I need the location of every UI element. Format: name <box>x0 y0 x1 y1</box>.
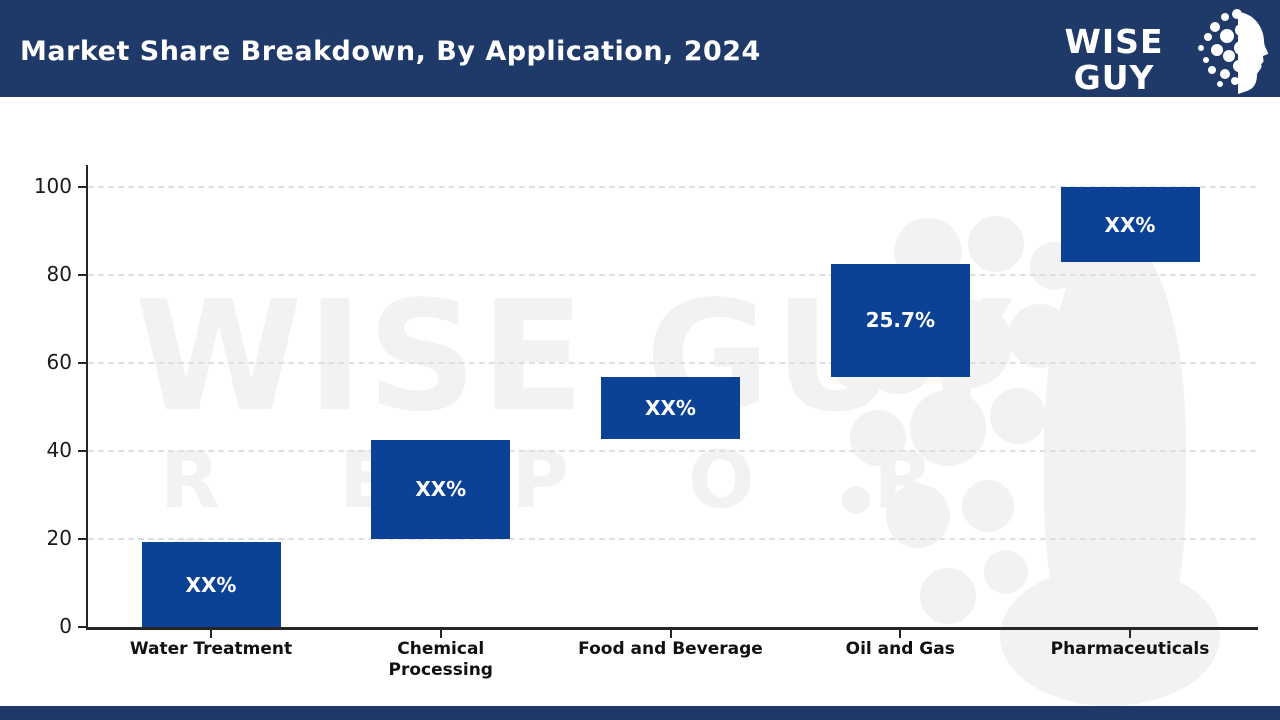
watermark-dot <box>984 550 1028 594</box>
y-tick-mark <box>78 362 88 364</box>
bar: 25.7% <box>830 263 970 377</box>
x-tick-mark <box>439 630 442 638</box>
x-tick-mark <box>899 630 902 638</box>
watermark-dot <box>842 486 870 514</box>
watermark-dot <box>962 480 1014 532</box>
x-tick-label: Oil and Gas <box>845 639 955 659</box>
bar-value-label: XX% <box>185 572 237 597</box>
y-tick-label: 20 <box>46 526 72 550</box>
brand-logo-text: WISE GUY R E P O R T S <box>1028 24 1200 129</box>
x-axis-line <box>86 627 1258 630</box>
bar-value-label: XX% <box>1104 212 1156 237</box>
brand-subname: R E P O R T S <box>1028 97 1200 128</box>
y-axis-line <box>86 165 88 629</box>
x-tick-label: Pharmaceuticals <box>1050 639 1210 659</box>
x-tick-mark <box>669 630 672 638</box>
bar-value-label: XX% <box>645 396 696 421</box>
x-tick-label: Water Treatment <box>129 639 293 659</box>
y-tick-mark <box>78 274 88 276</box>
y-tick-mark <box>78 626 88 628</box>
y-tick-mark <box>78 450 88 452</box>
footer-bar <box>0 706 1280 720</box>
head-silhouette-icon <box>1198 9 1268 94</box>
watermark-dot <box>910 390 986 466</box>
gridline <box>88 274 1256 276</box>
y-tick-label: 0 <box>59 614 72 638</box>
x-tick-mark <box>1129 630 1131 638</box>
watermark-dot <box>990 388 1046 444</box>
bar-value-label: 25.7% <box>865 308 935 333</box>
y-tick-mark <box>78 186 88 188</box>
watermark-dot <box>886 484 950 548</box>
watermark-dot <box>920 568 976 624</box>
x-tick-mark <box>210 630 212 638</box>
page-title: Market Share Breakdown, By Application, … <box>20 36 761 67</box>
watermark-neck-blob <box>1000 566 1220 706</box>
y-tick-label: 60 <box>46 350 72 374</box>
brand-name: WISE GUY <box>1064 22 1164 97</box>
bar: XX% <box>141 542 281 627</box>
gridline <box>88 450 1256 452</box>
gridline <box>88 186 1256 188</box>
gridline <box>88 362 1256 364</box>
watermark-dot <box>850 410 906 466</box>
bar-value-label: XX% <box>415 477 467 502</box>
bar: XX% <box>1060 187 1200 263</box>
y-tick-label: 100 <box>33 174 72 198</box>
y-tick-label: 80 <box>46 262 72 286</box>
y-tick-label: 40 <box>46 438 72 462</box>
x-tick-label: Food and Beverage <box>578 639 763 659</box>
bar: XX% <box>601 376 740 440</box>
y-tick-mark <box>78 538 88 540</box>
watermark-dot <box>968 216 1024 272</box>
bar: XX% <box>371 440 511 539</box>
header-bar: Market Share Breakdown, By Application, … <box>0 0 1280 128</box>
brand-logo: WISE GUY R E P O R T S <box>1028 4 1268 128</box>
x-tick-label: Chemical Processing <box>388 639 493 680</box>
gridline <box>88 538 1256 540</box>
